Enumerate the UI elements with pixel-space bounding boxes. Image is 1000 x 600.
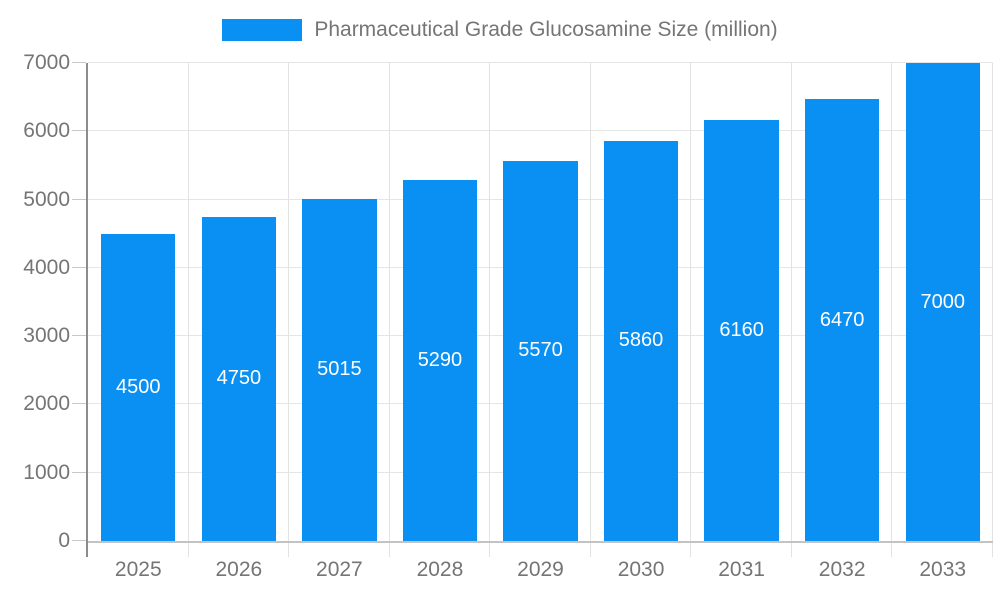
- v-gridline: [891, 63, 893, 557]
- bar-2029[interactable]: 5570: [503, 160, 578, 541]
- bar-2025[interactable]: 4500: [101, 233, 176, 541]
- plot-area: 4500 4750 5015 5290 5570 5860 6160 6470 7000: [72, 62, 993, 557]
- bar-2031[interactable]: 6160: [704, 120, 779, 541]
- y-axis-tick: [72, 403, 86, 405]
- x-axis-label-2030: 2030: [617, 558, 665, 581]
- y-axis-tick: [72, 130, 86, 132]
- x-axis-line: [88, 541, 993, 543]
- x-axis-label-2025: 2025: [114, 558, 162, 581]
- h-gridline: [88, 62, 993, 63]
- v-gridline: [992, 63, 993, 557]
- v-gridline: [288, 63, 290, 557]
- y-axis-tick: [72, 471, 86, 473]
- v-gridline: [187, 63, 189, 557]
- y-axis-tick: [72, 266, 86, 268]
- y-axis-label: 7000: [23, 51, 70, 74]
- legend: Pharmaceutical Grade Glucosamine Size (m…: [0, 18, 1000, 42]
- v-gridline: [489, 63, 491, 557]
- x-axis-label-2028: 2028: [416, 558, 464, 581]
- v-gridline: [690, 63, 692, 557]
- y-axis-label: 0: [58, 529, 70, 552]
- x-axis-label-2033: 2033: [919, 558, 967, 581]
- y-axis-line: [86, 63, 88, 557]
- x-axis-labels: 2025 2026 2027 2028 2029 2030 2031 2032 2033: [88, 558, 993, 588]
- y-axis-label: 1000: [23, 460, 70, 484]
- legend-label: Pharmaceutical Grade Glucosamine Size (m…: [314, 18, 778, 41]
- y-axis-tick: [72, 62, 86, 63]
- y-axis-label: 3000: [23, 324, 70, 348]
- bar-value-label: 5860: [618, 329, 664, 352]
- bar-value-label: 7000: [920, 290, 965, 313]
- y-axis-labels: 0 1000 2000 3000 4000 5000 6000 7000: [0, 51, 70, 552]
- legend-item[interactable]: Pharmaceutical Grade Glucosamine Size (m…: [222, 18, 778, 42]
- bar-value-label: 5570: [518, 339, 563, 362]
- bar-value-label: 5015: [317, 358, 362, 381]
- bar-2033[interactable]: 7000: [905, 63, 980, 541]
- v-gridline: [388, 63, 390, 557]
- v-gridline: [790, 63, 792, 557]
- x-axis-label-2027: 2027: [316, 558, 363, 581]
- bar-value-label: 4500: [116, 375, 161, 398]
- bar-2032[interactable]: 6470: [804, 99, 880, 541]
- y-axis-tick: [72, 335, 86, 337]
- bar-2028[interactable]: 5290: [402, 179, 478, 541]
- x-axis-label-2029: 2029: [517, 558, 564, 581]
- bar-value-label: 5290: [417, 348, 463, 371]
- y-axis-tick: [72, 198, 86, 200]
- y-axis-label: 4000: [23, 255, 70, 279]
- bar-2030[interactable]: 5860: [603, 140, 679, 541]
- bar-value-label: 6470: [819, 308, 865, 331]
- y-axis-tick: [72, 540, 86, 541]
- x-axis-label-2032: 2032: [818, 558, 866, 581]
- y-axis-label: 2000: [23, 392, 70, 416]
- y-axis-label: 5000: [23, 187, 70, 211]
- y-axis-label: 6000: [23, 119, 70, 143]
- v-gridline: [589, 63, 591, 557]
- bar-2026[interactable]: 4750: [201, 216, 277, 541]
- bar-2027[interactable]: 5015: [302, 198, 377, 541]
- x-axis-label-2031: 2031: [718, 558, 765, 581]
- h-gridline: [88, 130, 993, 132]
- bar-value-label: 6160: [719, 319, 764, 342]
- x-axis-label-2026: 2026: [215, 558, 263, 581]
- bar-value-label: 4750: [216, 367, 262, 390]
- legend-swatch-icon: [222, 19, 303, 41]
